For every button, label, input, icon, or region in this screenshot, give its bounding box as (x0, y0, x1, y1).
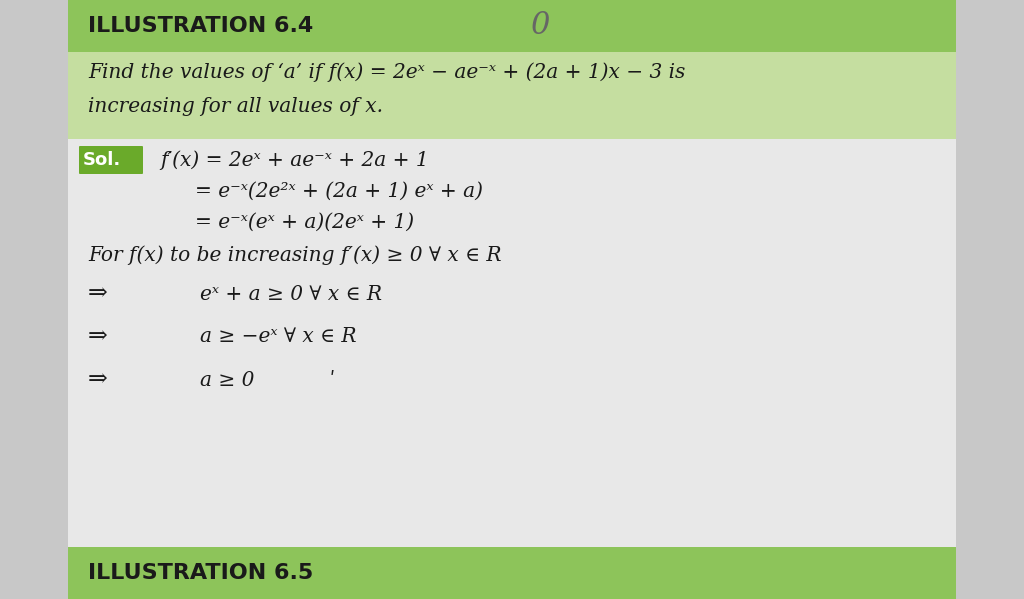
Text: a ≥ 0: a ≥ 0 (200, 371, 254, 389)
Text: For f(x) to be increasing f′(x) ≥ 0 ∀ x ∈ R: For f(x) to be increasing f′(x) ≥ 0 ∀ x … (88, 245, 502, 265)
Text: 0: 0 (530, 11, 549, 41)
Text: = e⁻ˣ(2e²ˣ + (2a + 1) eˣ + a): = e⁻ˣ(2e²ˣ + (2a + 1) eˣ + a) (195, 181, 483, 201)
Text: eˣ + a ≥ 0 ∀ x ∈ R: eˣ + a ≥ 0 ∀ x ∈ R (200, 285, 382, 304)
Text: ⇒: ⇒ (88, 325, 108, 349)
Text: ⇒: ⇒ (88, 368, 108, 392)
Text: ILLUSTRATION 6.5: ILLUSTRATION 6.5 (88, 563, 313, 583)
Bar (68, 52, 956, 139)
Text: f′(x) = 2eˣ + ae⁻ˣ + 2a + 1: f′(x) = 2eˣ + ae⁻ˣ + 2a + 1 (160, 150, 429, 170)
FancyBboxPatch shape (79, 146, 143, 174)
Bar (68, 547, 956, 599)
Text: = e⁻ˣ(eˣ + a)(2eˣ + 1): = e⁻ˣ(eˣ + a)(2eˣ + 1) (195, 213, 414, 231)
Text: a ≥ −eˣ ∀ x ∈ R: a ≥ −eˣ ∀ x ∈ R (200, 328, 356, 346)
Text: Sol.: Sol. (83, 151, 121, 169)
Bar (68, 0, 956, 52)
Text: ʹ: ʹ (330, 371, 335, 389)
Text: ⇒: ⇒ (88, 283, 108, 305)
Bar (68, 0, 956, 599)
Text: increasing for all values of x.: increasing for all values of x. (88, 96, 383, 116)
Text: Find the values of ‘a’ if f(x) = 2eˣ − ae⁻ˣ + (2a + 1)x − 3 is: Find the values of ‘a’ if f(x) = 2eˣ − a… (88, 62, 685, 82)
Text: ILLUSTRATION 6.4: ILLUSTRATION 6.4 (88, 16, 313, 36)
